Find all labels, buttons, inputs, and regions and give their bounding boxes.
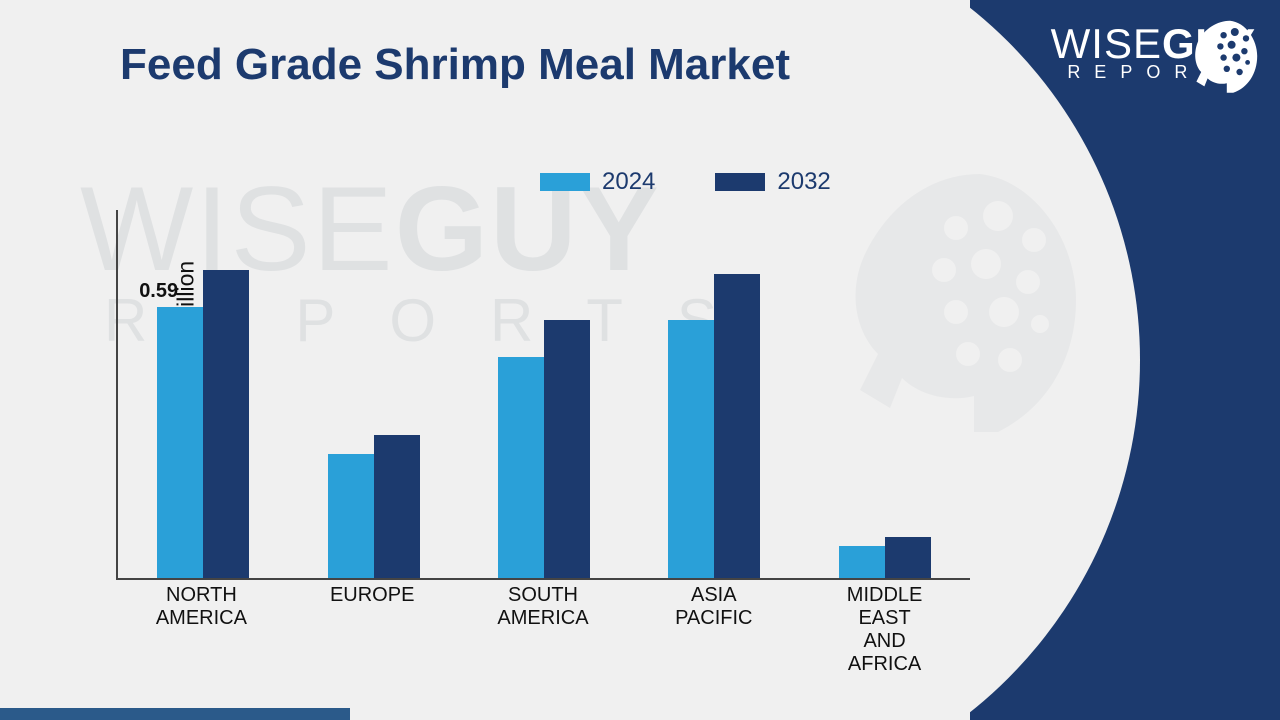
bar-group xyxy=(644,274,784,578)
legend-swatch-2024 xyxy=(540,173,590,191)
plot-area: 0.59 xyxy=(116,210,970,580)
x-axis-label: MIDDLE EAST AND AFRICA xyxy=(815,584,955,676)
bar-group: 0.59 xyxy=(133,270,273,578)
logo-wise: WISE xyxy=(1051,20,1162,67)
legend-label-2032: 2032 xyxy=(777,168,830,196)
bar xyxy=(157,307,203,578)
bar xyxy=(839,546,885,578)
bar-value-label: 0.59 xyxy=(139,280,178,303)
bar-group xyxy=(815,537,955,578)
chart-area: Market Size in USD Billion 0.59 xyxy=(100,210,970,580)
x-axis-label: EUROPE xyxy=(302,584,442,676)
bar xyxy=(328,454,374,578)
legend: 2024 2032 xyxy=(540,168,831,196)
x-axis-labels: NORTH AMERICA EUROPE SOUTH AMERICA ASIA PAC… xyxy=(116,584,970,676)
logo-guy: GUY xyxy=(1162,20,1256,67)
bar xyxy=(203,270,249,578)
legend-label-2024: 2024 xyxy=(602,168,655,196)
chart-canvas: WISEGUY REPORTS Feed Grade Shrimp Meal M… xyxy=(0,0,1280,720)
logo-line2: REPORTS xyxy=(986,62,1252,83)
bar xyxy=(668,320,714,578)
legend-swatch-2032 xyxy=(715,173,765,191)
bar xyxy=(498,357,544,578)
bar xyxy=(714,274,760,578)
bar xyxy=(885,537,931,578)
brand-logo: WISEGUY REPORTS xyxy=(986,20,1256,83)
legend-item-2032: 2032 xyxy=(715,168,830,196)
bottom-accent-bar xyxy=(0,708,350,720)
bar xyxy=(374,435,420,578)
logo-line1: WISEGUY xyxy=(986,20,1256,68)
bar-groups: 0.59 xyxy=(118,210,970,578)
right-panel xyxy=(970,0,1280,720)
bar xyxy=(544,320,590,578)
bar-group xyxy=(304,435,444,578)
chart-title: Feed Grade Shrimp Meal Market xyxy=(120,40,790,90)
x-axis-label: ASIA PACIFIC xyxy=(644,584,784,676)
bar-group xyxy=(474,320,614,578)
x-axis-label: NORTH AMERICA xyxy=(131,584,271,676)
legend-item-2024: 2024 xyxy=(540,168,655,196)
x-axis-label: SOUTH AMERICA xyxy=(473,584,613,676)
